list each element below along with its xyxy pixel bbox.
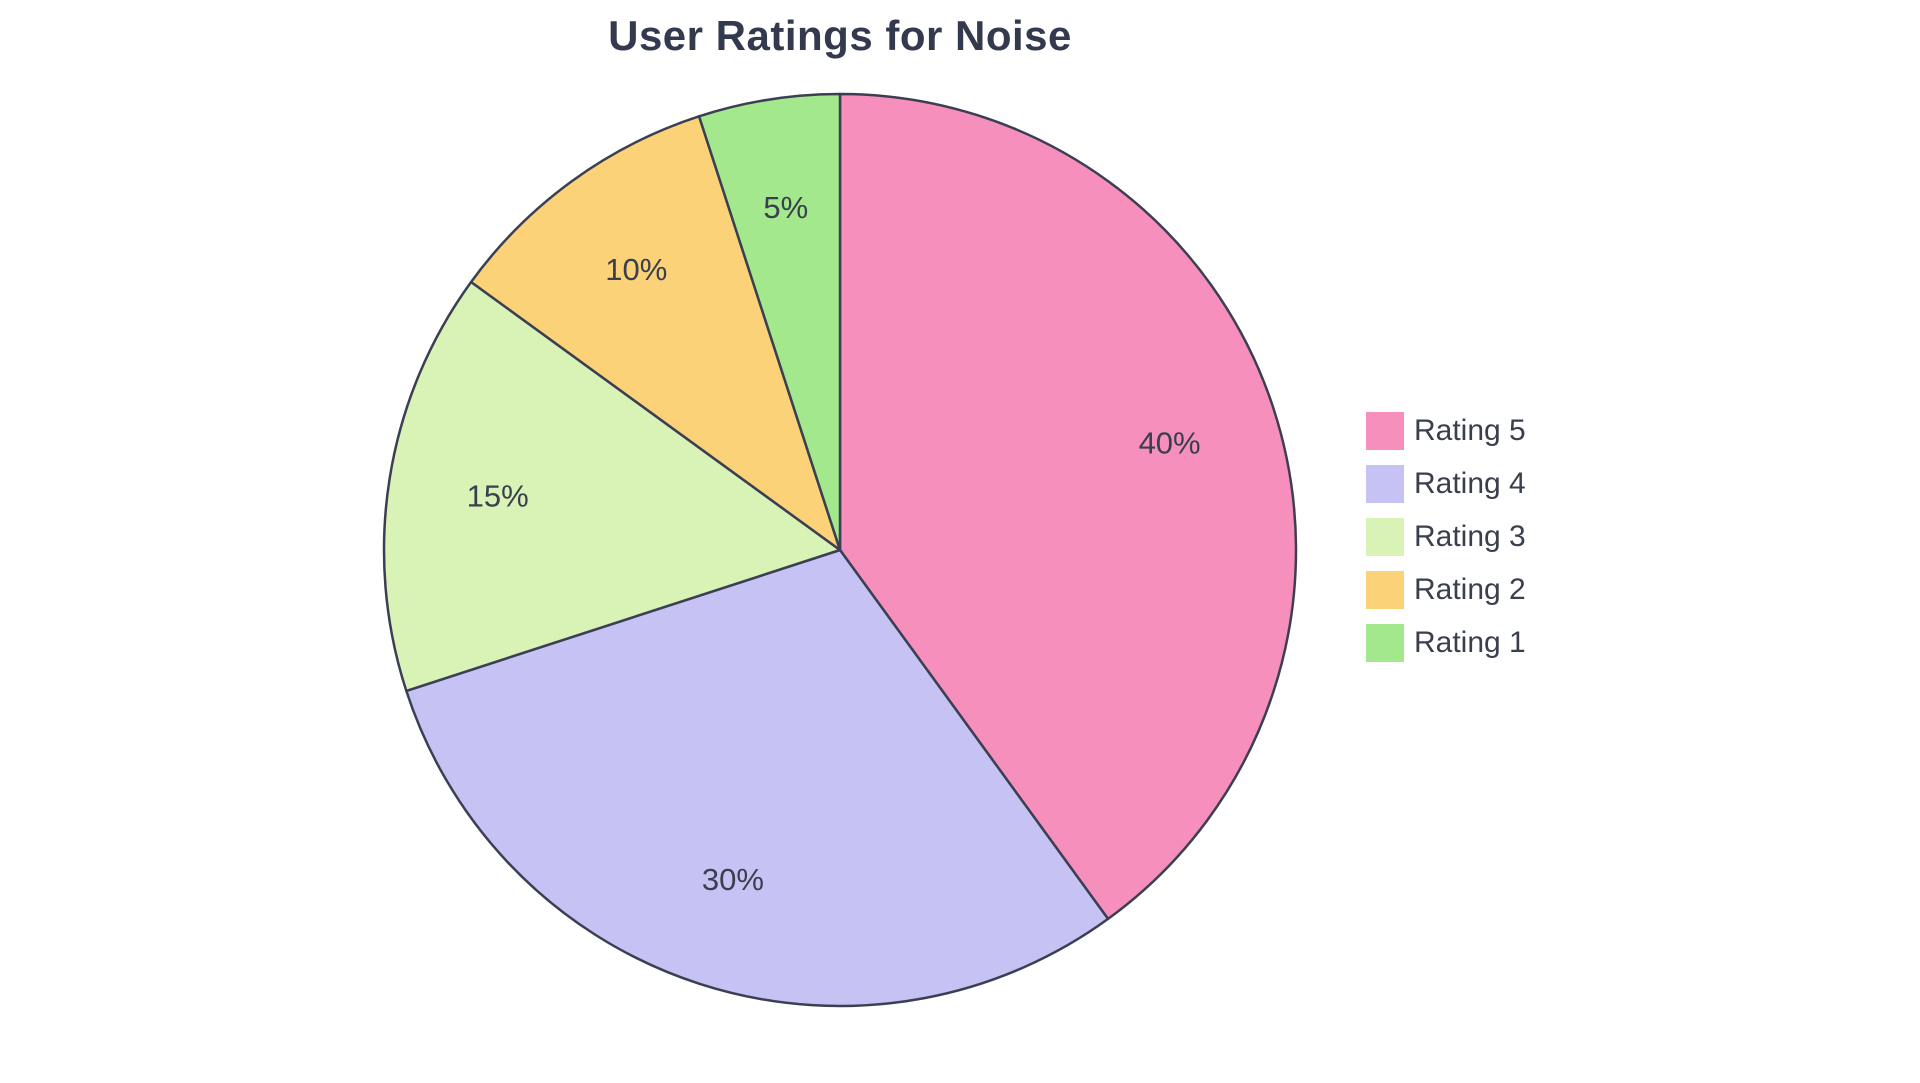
legend-label: Rating 1 xyxy=(1414,626,1526,659)
chart-title: User Ratings for Noise xyxy=(608,12,1072,59)
legend-label: Rating 2 xyxy=(1414,573,1526,606)
legend: Rating 5 Rating 4 Rating 3 Rating 2 Rating 1 xyxy=(1366,412,1526,662)
legend-swatch xyxy=(1366,624,1404,662)
legend-item-rating-2: Rating 2 xyxy=(1366,571,1526,609)
legend-item-rating-5: Rating 5 xyxy=(1366,412,1526,450)
legend-label: Rating 4 xyxy=(1414,467,1526,500)
pie-slice-rating-3 xyxy=(382,280,842,693)
legend-label: Rating 5 xyxy=(1414,414,1526,447)
legend-swatch xyxy=(1366,518,1404,556)
legend-item-rating-1: Rating 1 xyxy=(1366,624,1526,662)
legend-item-rating-3: Rating 3 xyxy=(1366,518,1526,556)
pie-slice-rating-1 xyxy=(697,92,842,552)
legend-swatch xyxy=(1366,412,1404,450)
legend-item-rating-4: Rating 4 xyxy=(1366,465,1526,503)
legend-label: Rating 3 xyxy=(1414,520,1526,553)
pie-slice-rating-2 xyxy=(469,115,842,552)
slice-percentage-label: 15% xyxy=(467,478,529,513)
slice-percentage-label: 40% xyxy=(1139,425,1201,460)
pie-slice-rating-5 xyxy=(838,92,1298,921)
slice-percentage-label: 30% xyxy=(702,862,764,897)
legend-swatch xyxy=(1366,571,1404,609)
slice-percentage-label: 5% xyxy=(763,190,808,225)
slice-percentage-label: 10% xyxy=(605,252,667,287)
legend-swatch xyxy=(1366,465,1404,503)
pie-slice-rating-4 xyxy=(405,548,1110,1008)
